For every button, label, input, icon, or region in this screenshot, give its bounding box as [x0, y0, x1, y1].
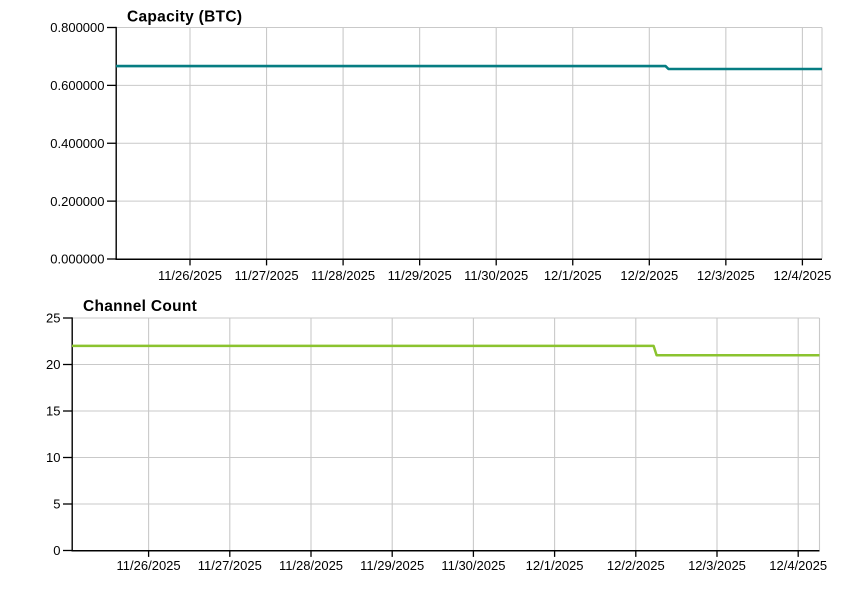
svg-text:11/27/2025: 11/27/2025	[198, 558, 262, 573]
svg-text:12/4/2025: 12/4/2025	[769, 558, 827, 573]
svg-text:12/3/2025: 12/3/2025	[697, 268, 755, 283]
svg-text:11/26/2025: 11/26/2025	[117, 558, 181, 573]
svg-text:12/4/2025: 12/4/2025	[773, 268, 831, 283]
svg-text:20: 20	[46, 357, 60, 372]
svg-text:0.800000: 0.800000	[50, 20, 104, 35]
svg-text:11/26/2025: 11/26/2025	[158, 268, 222, 283]
svg-text:0.400000: 0.400000	[50, 136, 104, 151]
svg-text:10: 10	[46, 450, 60, 465]
svg-text:0.600000: 0.600000	[50, 78, 104, 93]
svg-text:5: 5	[53, 497, 60, 512]
svg-text:12/3/2025: 12/3/2025	[688, 558, 746, 573]
svg-text:15: 15	[46, 404, 60, 419]
svg-text:11/27/2025: 11/27/2025	[234, 268, 298, 283]
svg-text:0.000000: 0.000000	[50, 252, 104, 267]
svg-text:12/2/2025: 12/2/2025	[607, 558, 665, 573]
svg-text:Capacity (BTC): Capacity (BTC)	[127, 9, 242, 26]
svg-text:12/2/2025: 12/2/2025	[620, 268, 678, 283]
svg-text:11/30/2025: 11/30/2025	[441, 558, 505, 573]
svg-text:25: 25	[46, 311, 60, 326]
svg-text:Channel Count: Channel Count	[83, 298, 197, 315]
svg-text:11/28/2025: 11/28/2025	[279, 558, 343, 573]
svg-text:11/29/2025: 11/29/2025	[388, 268, 452, 283]
svg-text:11/28/2025: 11/28/2025	[311, 268, 375, 283]
svg-text:0.200000: 0.200000	[50, 194, 104, 209]
svg-text:11/30/2025: 11/30/2025	[464, 268, 528, 283]
svg-text:11/29/2025: 11/29/2025	[360, 558, 424, 573]
svg-text:12/1/2025: 12/1/2025	[526, 558, 584, 573]
svg-text:12/1/2025: 12/1/2025	[544, 268, 602, 283]
svg-text:0: 0	[53, 543, 60, 558]
